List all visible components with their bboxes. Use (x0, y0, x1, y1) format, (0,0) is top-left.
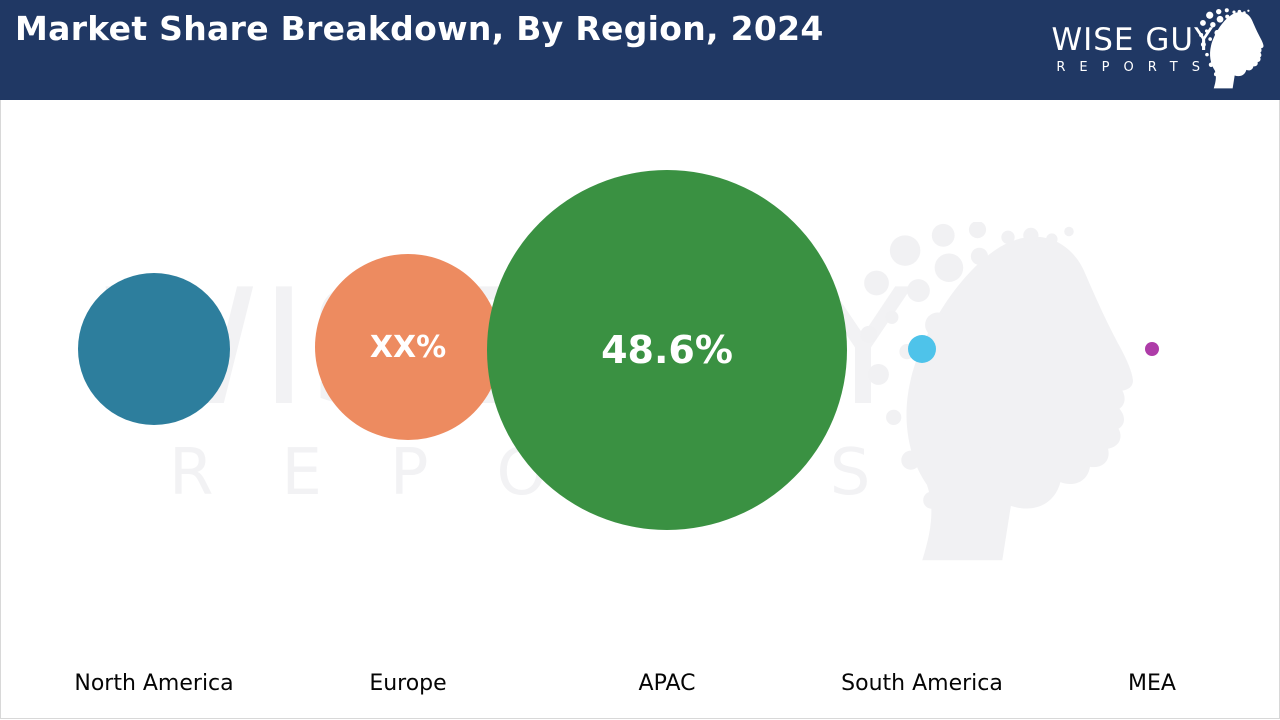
watermark-face-icon (853, 222, 1163, 565)
bubble-apac: 48.6% (487, 170, 847, 530)
bubble-south-america (908, 335, 936, 363)
bubble-value-label-europe: XX% (369, 329, 447, 365)
logo-text: WISE GUY REPORTS (1050, 21, 1214, 75)
logo-wordmark: WISE GUY (1051, 21, 1214, 58)
category-label-south-america: South America (841, 671, 1003, 696)
logo-subtitle: REPORTS (1056, 59, 1214, 75)
bubble-mea (1145, 342, 1159, 356)
bubble-europe: XX% (315, 254, 501, 440)
category-label-apac: APAC (638, 671, 696, 696)
bubble-value-label-apac: 48.6% (601, 328, 733, 372)
wise-guy-logo: WISE GUY REPORTS (1050, 8, 1270, 90)
face-profile-icon (1198, 8, 1270, 90)
bubble-north-america (78, 273, 230, 425)
header-bar: Market Share Breakdown, By Region, 2024 … (0, 0, 1280, 100)
category-label-mea: MEA (1128, 671, 1176, 696)
chart-area: WISE GUY REPORTS North AmericaXX%Europe4… (0, 100, 1280, 719)
page-title: Market Share Breakdown, By Region, 2024 (15, 9, 824, 48)
category-label-europe: Europe (369, 671, 447, 696)
category-label-north-america: North America (74, 671, 234, 696)
